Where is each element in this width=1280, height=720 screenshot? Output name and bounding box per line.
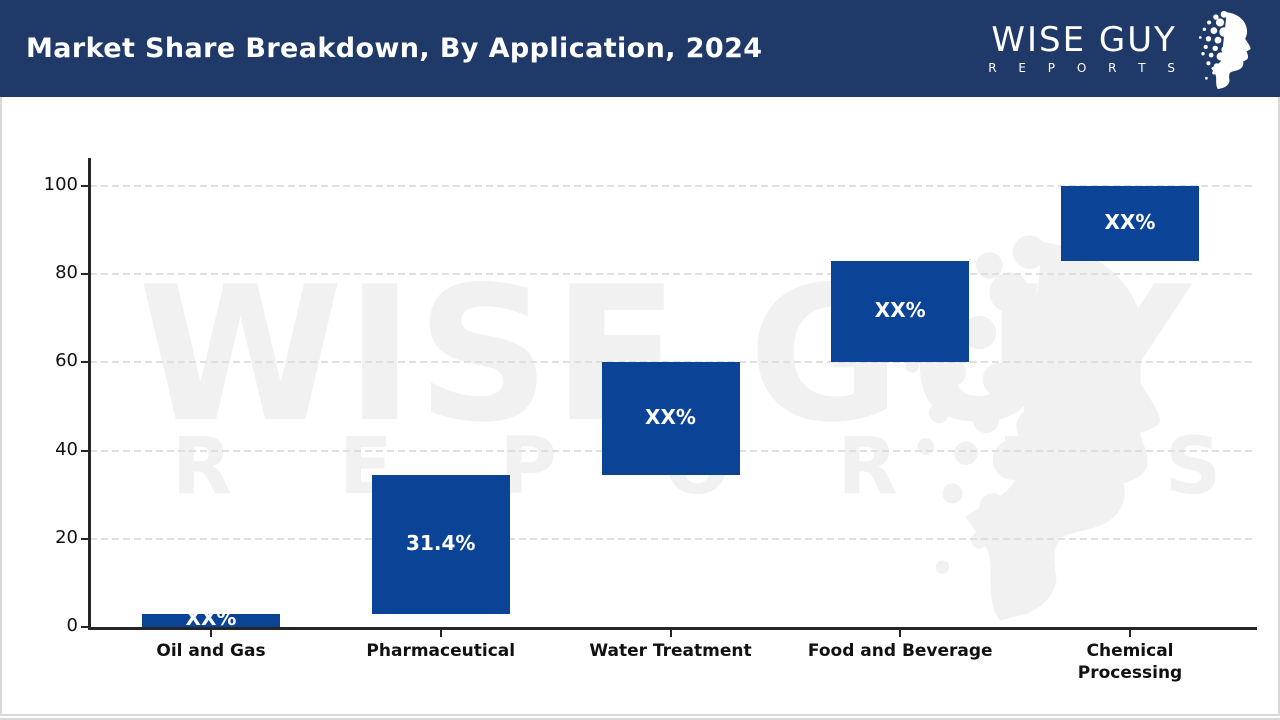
y-axis-tick-label: 60 — [55, 350, 78, 372]
bar-value-label: XX% — [874, 297, 926, 322]
wiseguy-logo: WISE GUY R E P O R T S — [984, 8, 1254, 90]
y-tick — [81, 185, 88, 187]
x-tick — [669, 629, 672, 637]
y-tick — [81, 449, 88, 452]
gridline — [90, 273, 1255, 276]
y-tick — [81, 626, 88, 628]
bar-food-and-beverage — [831, 261, 970, 363]
x-axis-category-label: Water Treatment — [589, 641, 752, 661]
y-tick — [81, 361, 88, 364]
page-title: Market Share Breakdown, By Application, … — [26, 33, 763, 64]
bar-water-treatment — [601, 362, 740, 476]
y-axis-tick-label: 0 — [66, 615, 78, 636]
y-axis-tick-label: 40 — [55, 438, 78, 460]
bar-chemical-processing — [1061, 186, 1199, 262]
bar-value-label: XX% — [1104, 209, 1156, 234]
x-tick — [439, 629, 442, 637]
y-axis-tick-label: 80 — [55, 262, 78, 284]
y-axis-tick-label: 20 — [55, 526, 78, 548]
bar-value-label: XX% — [185, 606, 237, 631]
gridline — [90, 537, 1255, 540]
x-tick — [899, 629, 902, 637]
bar-pharmaceutical — [371, 475, 510, 614]
logo-wordmark: WISE GUY — [991, 19, 1177, 60]
bottom-edge — [0, 718, 1280, 720]
gridline — [90, 185, 1255, 187]
x-axis-category-label: Oil and Gas — [156, 641, 266, 661]
logo-face-icon — [1198, 10, 1251, 89]
bar-value-label: XX% — [645, 404, 696, 429]
bar-oil-and-gas — [142, 613, 280, 627]
x-tick — [1129, 629, 1131, 637]
bar-value-label: 31.4% — [406, 530, 476, 555]
x-axis-category-label: Chemical Processing — [1077, 641, 1183, 683]
y-tick — [81, 537, 88, 540]
x-axis-category-label: Food and Beverage — [807, 641, 993, 661]
header: Market Share Breakdown, By Application, … — [0, 0, 1280, 97]
x-tick — [210, 629, 212, 637]
x-axis-category-label: Pharmaceutical — [366, 641, 516, 661]
y-axis-tick-label: 100 — [43, 174, 78, 195]
x-axis-line — [88, 627, 1257, 630]
y-axis-line — [88, 158, 91, 630]
y-tick — [81, 273, 88, 276]
logo-subtitle: R E P O R T S — [988, 60, 1184, 75]
